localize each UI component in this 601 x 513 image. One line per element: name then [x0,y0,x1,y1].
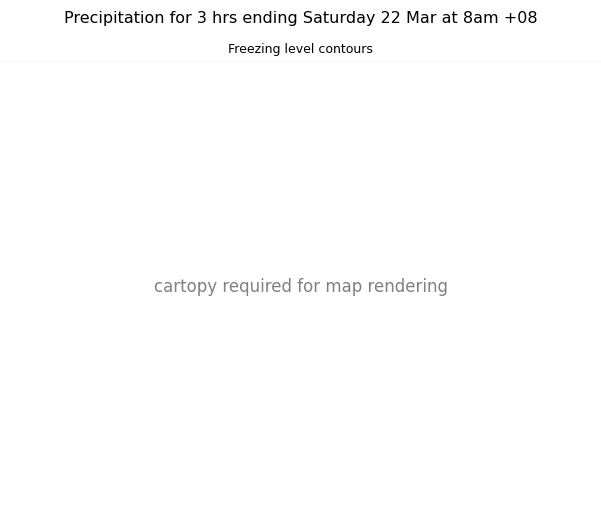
Text: Freezing level contours: Freezing level contours [228,43,373,56]
Text: cartopy required for map rendering: cartopy required for map rendering [153,278,448,297]
Text: Precipitation for 3 hrs ending Saturday 22 Mar at 8am +08: Precipitation for 3 hrs ending Saturday … [64,11,537,26]
